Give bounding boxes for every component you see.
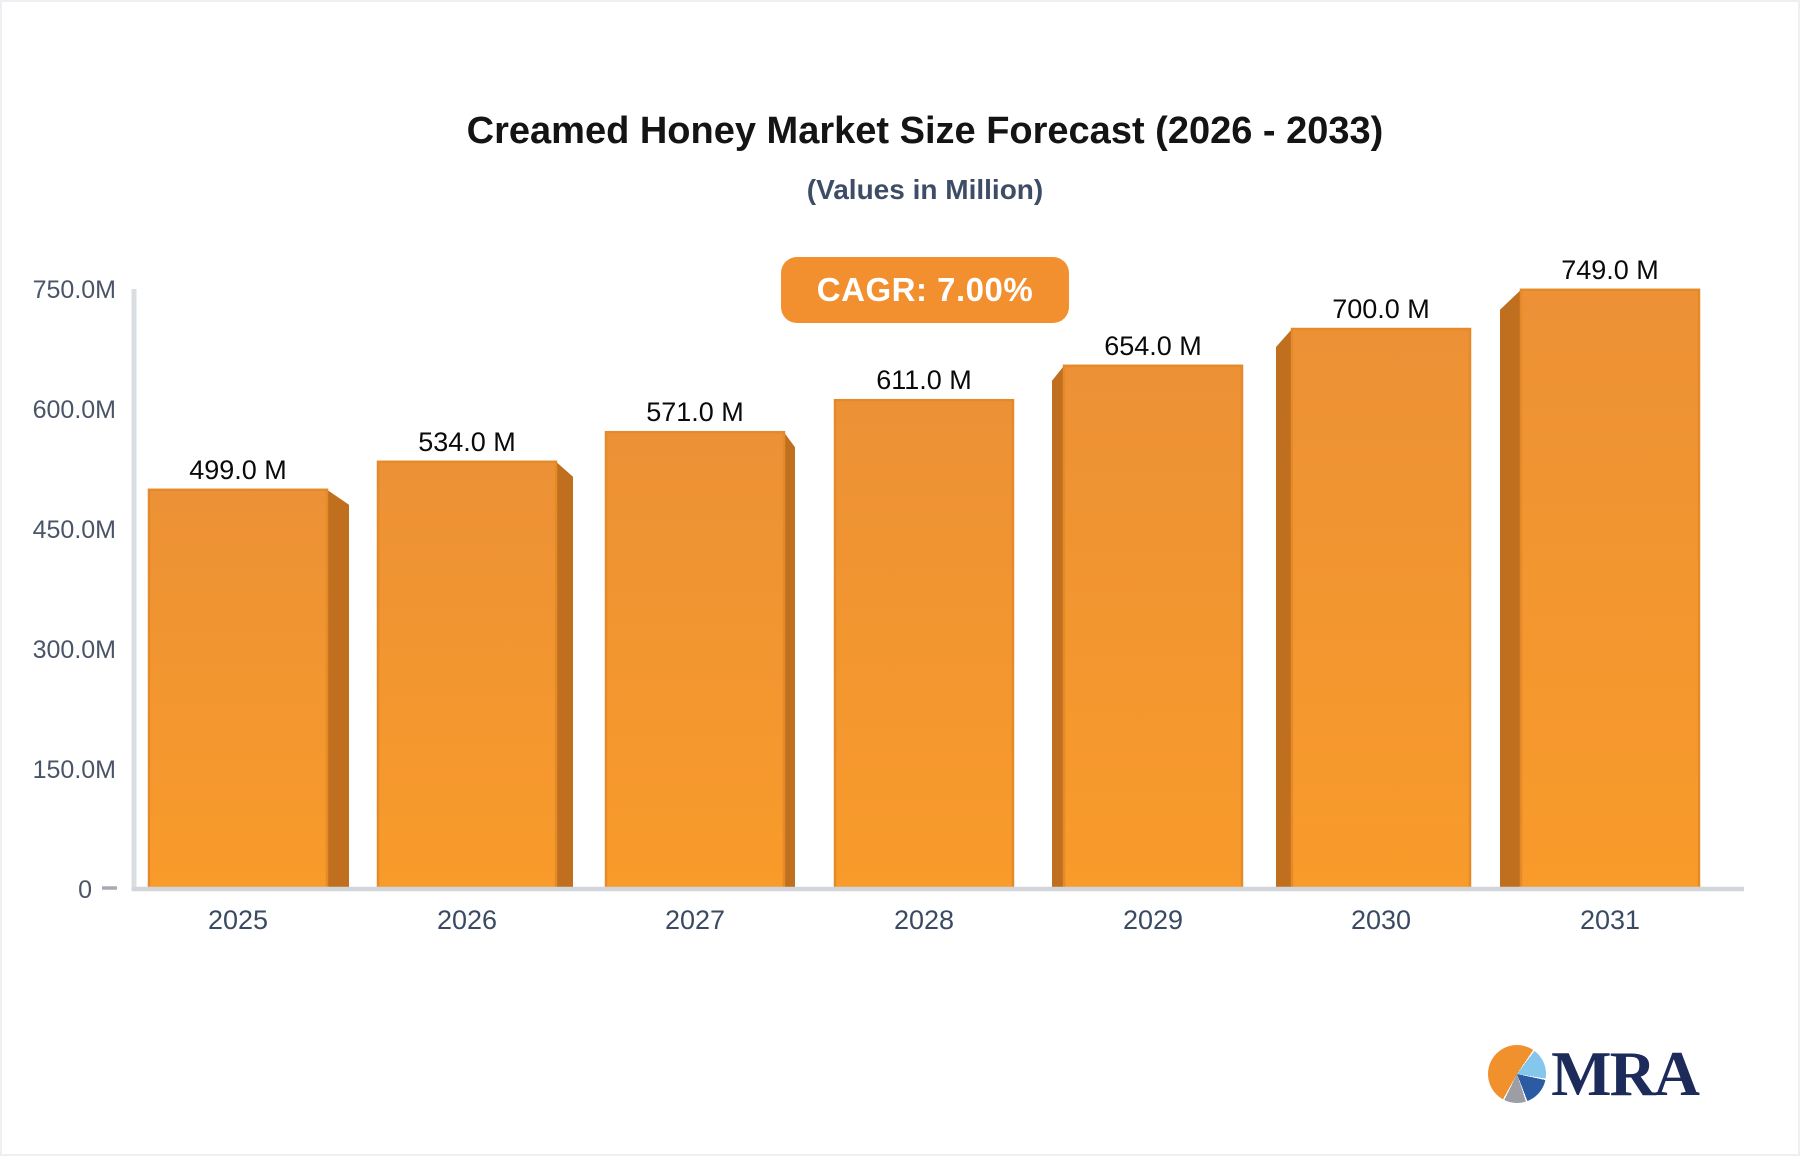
pie-chart-logo-icon — [1488, 1045, 1547, 1103]
bar-side-face — [1276, 329, 1292, 889]
brand-name: MRA — [1551, 1038, 1700, 1109]
bar-group-2025: 499.0 M 2025 — [147, 455, 349, 935]
x-axis-label-2029: 2029 — [1123, 905, 1183, 935]
bar-2027 — [604, 430, 786, 891]
bar-2028 — [833, 398, 1015, 891]
value-label-2028: 611.0 M — [876, 365, 972, 395]
bar-side-face — [1052, 365, 1064, 889]
value-label-2030: 700.0 M — [1332, 294, 1430, 324]
x-axis-label-2027: 2027 — [665, 905, 725, 935]
x-axis-label-2031: 2031 — [1580, 905, 1640, 935]
y-axis-label-0: 0 — [78, 876, 92, 904]
x-axis-label-2028: 2028 — [894, 905, 954, 935]
value-label-2026: 534.0 M — [418, 427, 516, 457]
y-axis-label-300.0M: 300.0M — [33, 636, 116, 664]
y-axis-label-150.0M: 150.0M — [33, 756, 116, 784]
bar-side-face — [556, 461, 573, 889]
value-label-2025: 499.0 M — [189, 455, 287, 485]
bar-group-2030: 700.0 M 2030 — [1276, 294, 1472, 935]
bar-side-face — [784, 432, 795, 889]
bar-2026 — [376, 460, 558, 891]
x-axis-label-2025: 2025 — [208, 905, 268, 935]
chart-title: Creamed Honey Market Size Forecast (2026… — [466, 110, 1384, 152]
y-axis-label-600.0M: 600.0M — [33, 396, 116, 424]
x-axis-label-2030: 2030 — [1351, 905, 1411, 935]
value-label-2029: 654.0 M — [1104, 331, 1202, 361]
bar-side-face — [327, 489, 349, 889]
bar-2031 — [1519, 288, 1701, 891]
bar-2029 — [1062, 364, 1244, 891]
brand-logo: MRA — [1488, 1038, 1700, 1109]
bar-group-2026: 534.0 M 2026 — [376, 427, 573, 935]
value-label-2031: 749.0 M — [1561, 255, 1659, 285]
y-axis-label-750.0M: 750.0M — [33, 276, 116, 304]
y-axis-label-450.0M: 450.0M — [33, 516, 116, 544]
bar-group-2031: 749.0 M 2031 — [1500, 255, 1701, 935]
bar-group-2028: 611.0 M 2028 — [833, 365, 1015, 935]
cagr-badge-row: CAGR: 7.00% — [52, 257, 1798, 323]
bar-group-2029: 654.0 M 2029 — [1052, 331, 1244, 935]
value-label-2027: 571.0 M — [646, 397, 744, 427]
bar-group-2027: 571.0 M 2027 — [604, 397, 795, 935]
bar-2030 — [1290, 327, 1472, 891]
bar-side-face — [1500, 289, 1521, 889]
chart-subtitle: (Values in Million) — [806, 174, 1044, 205]
cagr-badge: CAGR: 7.00% — [780, 257, 1070, 323]
x-axis-label-2026: 2026 — [437, 905, 497, 935]
bar-2025 — [147, 488, 329, 891]
